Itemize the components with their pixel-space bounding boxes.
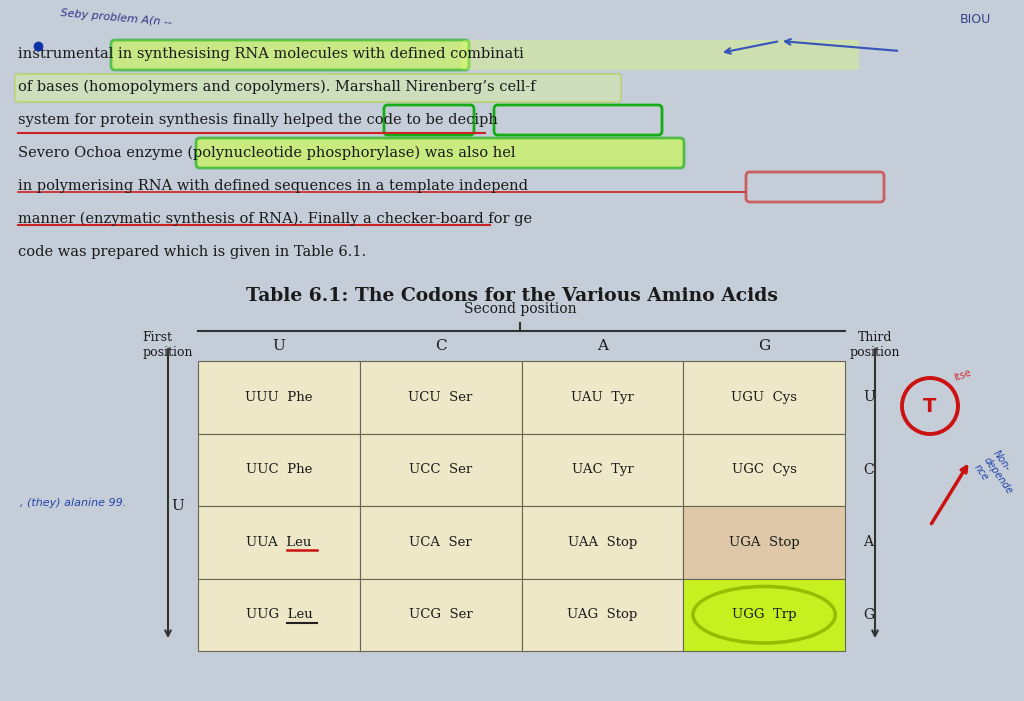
Text: A: A: [863, 536, 873, 550]
Text: UUU  Phe: UUU Phe: [245, 390, 312, 404]
Bar: [359, 433, 521, 506]
Bar: [521, 433, 683, 506]
Text: of bases (homopolymers and copolymers). Marshall Nirenberg’s cell-f: of bases (homopolymers and copolymers). …: [18, 80, 536, 94]
Text: Second position: Second position: [464, 302, 577, 316]
Text: UGU  Cys: UGU Cys: [731, 390, 797, 404]
Text: UCA  Ser: UCA Ser: [410, 536, 472, 549]
Text: C: C: [435, 339, 446, 353]
Text: UGA  Stop: UGA Stop: [729, 536, 800, 549]
Text: A: A: [597, 339, 608, 353]
Text: U: U: [172, 499, 184, 513]
Text: Non-
depende
nce: Non- depende nce: [972, 449, 1024, 503]
Bar: [359, 506, 521, 578]
Text: instrumental in synthesising RNA molecules with defined combinati: instrumental in synthesising RNA molecul…: [18, 47, 524, 61]
Text: BIOU: BIOU: [961, 13, 991, 26]
Text: U: U: [863, 390, 874, 404]
Text: UAG  Stop: UAG Stop: [567, 608, 638, 621]
Text: UUA  Leu: UUA Leu: [246, 536, 311, 549]
Text: Third
position: Third position: [850, 331, 900, 359]
FancyBboxPatch shape: [461, 40, 859, 70]
Bar: [683, 506, 845, 578]
Text: Seby problem A(n --: Seby problem A(n --: [60, 8, 172, 28]
FancyBboxPatch shape: [111, 40, 469, 70]
Text: UAU  Tyr: UAU Tyr: [571, 390, 634, 404]
Text: G: G: [758, 339, 770, 353]
Text: in polymerising RNA with defined sequences in a template independ: in polymerising RNA with defined sequenc…: [18, 179, 528, 193]
Bar: [683, 578, 845, 651]
FancyBboxPatch shape: [15, 74, 621, 102]
Text: UAA  Stop: UAA Stop: [567, 536, 637, 549]
Bar: [198, 433, 359, 506]
Text: G: G: [863, 608, 874, 622]
Text: Table 6.1: The Codons for the Various Amino Acids: Table 6.1: The Codons for the Various Am…: [246, 287, 778, 305]
Bar: [521, 506, 683, 578]
Text: UUC  Phe: UUC Phe: [246, 463, 312, 476]
Text: UCU  Ser: UCU Ser: [409, 390, 473, 404]
Text: , (they) alanine 99.: , (they) alanine 99.: [20, 498, 126, 508]
FancyBboxPatch shape: [196, 138, 684, 168]
Bar: [521, 361, 683, 433]
Text: UCC  Ser: UCC Ser: [409, 463, 472, 476]
Bar: [683, 361, 845, 433]
Text: First
position: First position: [142, 331, 194, 359]
Text: C: C: [863, 463, 873, 477]
Text: itse: itse: [952, 367, 972, 383]
Text: UGG  Trp: UGG Trp: [732, 608, 797, 621]
Bar: [198, 361, 359, 433]
Bar: [359, 361, 521, 433]
Bar: [198, 506, 359, 578]
Text: code was prepared which is given in Table 6.1.: code was prepared which is given in Tabl…: [18, 245, 367, 259]
Text: Severo Ochoa enzyme (polynucleotide phosphorylase) was also hel: Severo Ochoa enzyme (polynucleotide phos…: [18, 146, 515, 160]
Bar: [683, 433, 845, 506]
Text: UGC  Cys: UGC Cys: [732, 463, 797, 476]
Text: U: U: [272, 339, 286, 353]
Text: system for protein synthesis finally helped the code to be deciph: system for protein synthesis finally hel…: [18, 113, 498, 127]
Text: UCG  Ser: UCG Ser: [409, 608, 472, 621]
Text: manner (enzymatic synthesis of RNA). Finally a checker-board for ge: manner (enzymatic synthesis of RNA). Fin…: [18, 212, 532, 226]
Text: UAC  Tyr: UAC Tyr: [571, 463, 633, 476]
Bar: [359, 578, 521, 651]
Text: UUG  Leu: UUG Leu: [246, 608, 312, 621]
Text: T: T: [924, 397, 937, 416]
Bar: [198, 578, 359, 651]
Bar: [521, 578, 683, 651]
